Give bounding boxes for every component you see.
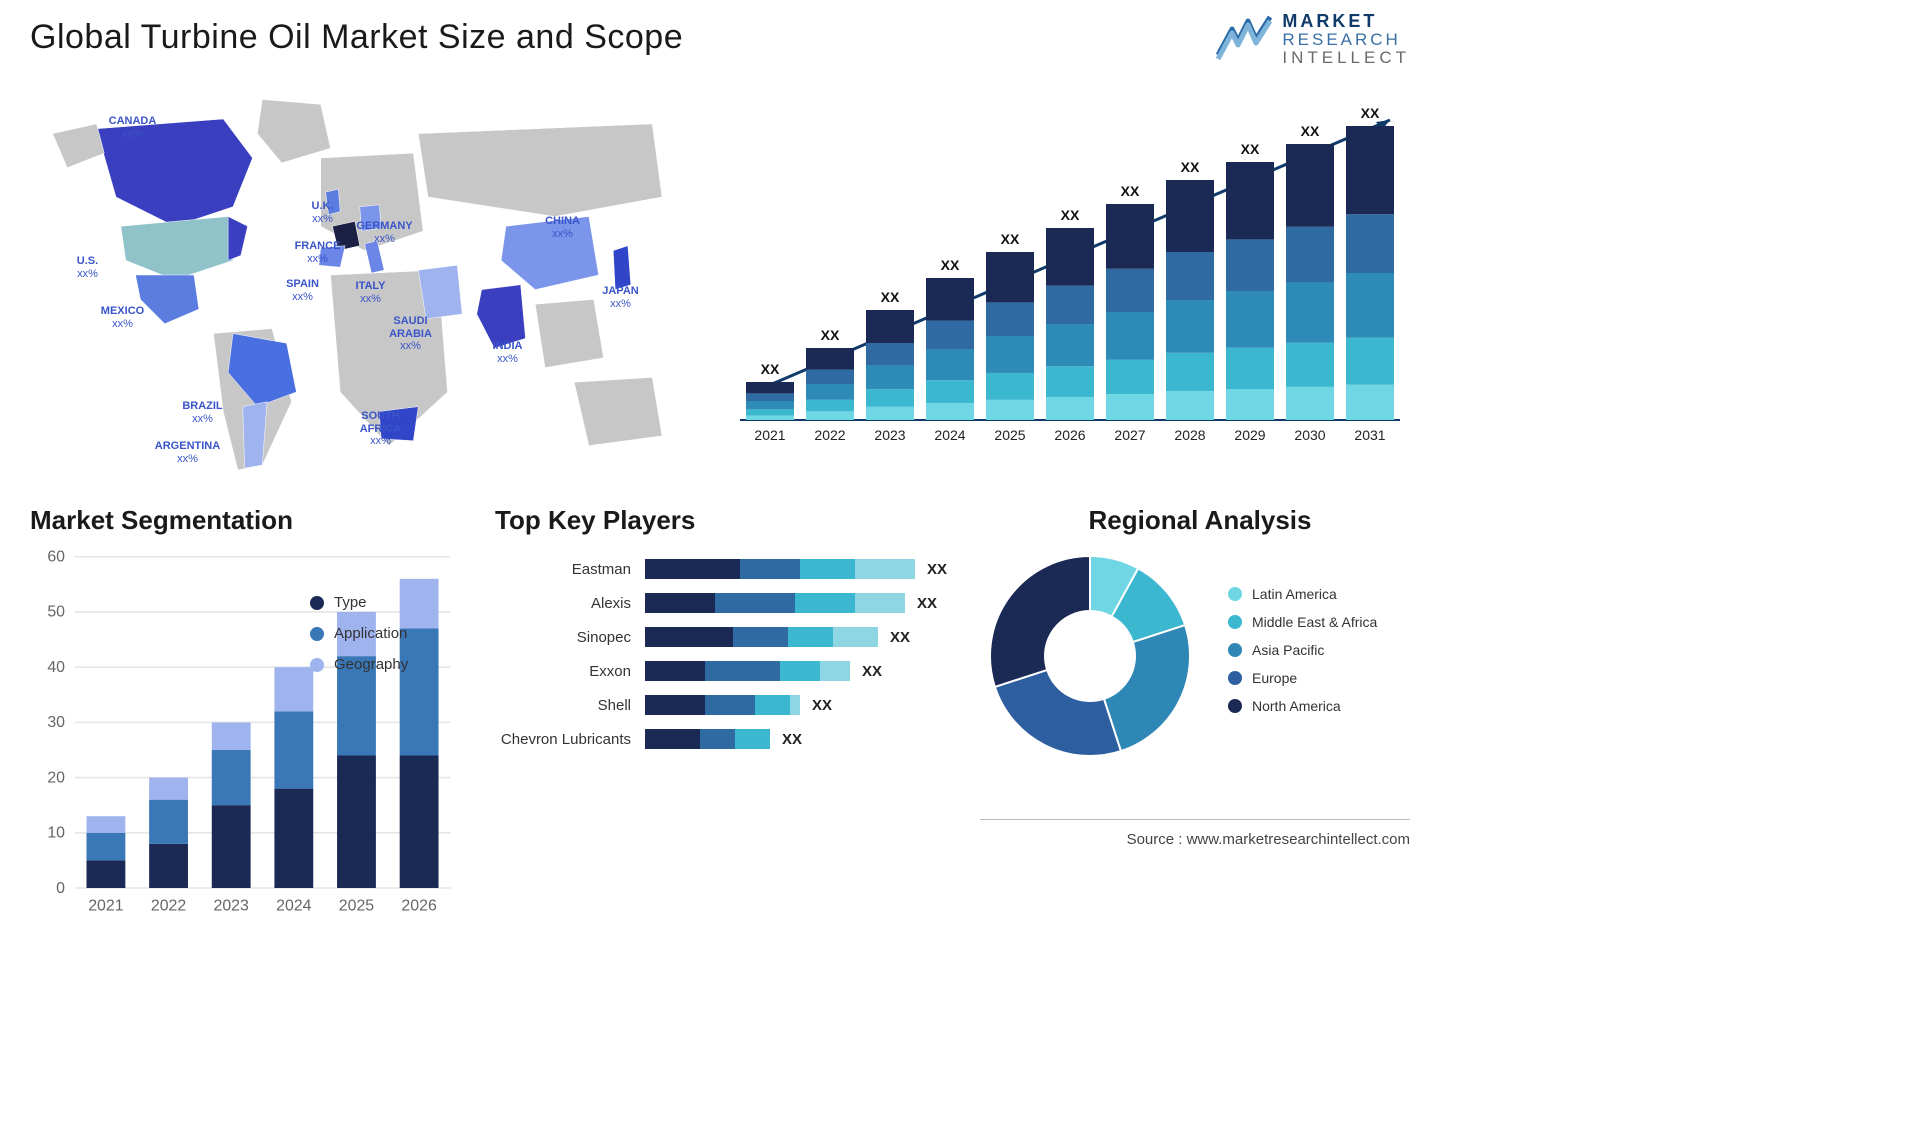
legend-item: North America	[1228, 698, 1377, 714]
player-name: Exxon	[495, 663, 645, 680]
svg-text:XX: XX	[1181, 159, 1200, 175]
legend-item: Application	[310, 625, 408, 642]
player-name: Chevron Lubricants	[495, 731, 645, 748]
logo-swoosh-icon	[1216, 15, 1272, 63]
svg-text:XX: XX	[1121, 183, 1140, 199]
brand-logo: MARKET RESEARCH INTELLECT	[1216, 12, 1410, 67]
regional-donut-chart	[980, 546, 1200, 766]
svg-text:2024: 2024	[276, 897, 312, 914]
page-title: Global Turbine Oil Market Size and Scope	[30, 18, 683, 57]
players-title: Top Key Players	[495, 505, 955, 536]
segmentation-legend: Type Application Geography	[310, 594, 408, 687]
svg-text:XX: XX	[881, 289, 900, 305]
player-name: Eastman	[495, 561, 645, 578]
player-name: Sinopec	[495, 629, 645, 646]
player-row: Eastman XX	[495, 554, 955, 584]
player-bar	[645, 559, 915, 579]
legend-item: Asia Pacific	[1228, 642, 1377, 658]
svg-text:2028: 2028	[1174, 427, 1205, 443]
svg-text:XX: XX	[1241, 141, 1260, 157]
player-value: XX	[782, 731, 802, 748]
legend-item: Middle East & Africa	[1228, 614, 1377, 630]
legend-item: Europe	[1228, 670, 1377, 686]
logo-text-3: INTELLECT	[1282, 49, 1410, 67]
svg-text:2025: 2025	[994, 427, 1025, 443]
svg-text:XX: XX	[1301, 123, 1320, 139]
svg-text:XX: XX	[1061, 207, 1080, 223]
svg-text:30: 30	[47, 714, 65, 731]
player-name: Alexis	[495, 595, 645, 612]
logo-text-2: RESEARCH	[1282, 31, 1410, 49]
svg-text:XX: XX	[821, 327, 840, 343]
segmentation-section: Market Segmentation 01020304050602021202…	[30, 505, 460, 794]
player-value: XX	[927, 561, 947, 578]
svg-text:2031: 2031	[1354, 427, 1385, 443]
growth-bar-chart: XX 2021 XX 2022 XX 2023 XX 2024 XX 2025 XX 2026 XX 20…	[730, 90, 1410, 455]
player-value: XX	[812, 697, 832, 714]
svg-text:2026: 2026	[1054, 427, 1085, 443]
legend-item: Geography	[310, 656, 408, 673]
svg-text:2023: 2023	[874, 427, 905, 443]
svg-text:2029: 2029	[1234, 427, 1265, 443]
svg-text:XX: XX	[1001, 231, 1020, 247]
svg-text:XX: XX	[761, 361, 780, 377]
regional-legend: Latin America Middle East & Africa Asia Pa…	[1228, 586, 1377, 726]
player-bar	[645, 661, 850, 681]
svg-text:60: 60	[47, 549, 65, 566]
svg-text:50: 50	[47, 604, 65, 621]
regional-title: Regional Analysis	[980, 505, 1420, 536]
svg-text:2023: 2023	[213, 897, 249, 914]
svg-text:2025: 2025	[339, 897, 375, 914]
svg-text:2022: 2022	[151, 897, 187, 914]
segmentation-title: Market Segmentation	[30, 505, 460, 536]
player-bar	[645, 729, 770, 749]
player-row: Alexis XX	[495, 588, 955, 618]
legend-item: Type	[310, 594, 408, 611]
player-bar	[645, 695, 800, 715]
svg-text:2021: 2021	[88, 897, 124, 914]
player-value: XX	[862, 663, 882, 680]
svg-text:XX: XX	[1361, 105, 1380, 121]
player-bar	[645, 593, 905, 613]
svg-text:2026: 2026	[401, 897, 437, 914]
players-bar-chart: Eastman XX Alexis XX Sinopec XX Exxon XX Shell XX…	[495, 554, 955, 754]
svg-text:2030: 2030	[1294, 427, 1325, 443]
player-bar	[645, 627, 878, 647]
svg-text:2021: 2021	[754, 427, 785, 443]
svg-text:40: 40	[47, 659, 65, 676]
players-section: Top Key Players EastmanXXAlexisXXSinopec…	[495, 505, 955, 758]
source-line: Source : www.marketresearchintellect.com	[1127, 831, 1410, 848]
player-value: XX	[890, 629, 910, 646]
player-row: Sinopec XX	[495, 622, 955, 652]
svg-text:2022: 2022	[814, 427, 845, 443]
logo-text-1: MARKET	[1282, 12, 1410, 31]
player-row: Shell XX	[495, 690, 955, 720]
svg-text:XX: XX	[941, 257, 960, 273]
svg-text:2024: 2024	[934, 427, 965, 443]
footer-divider	[980, 819, 1410, 820]
svg-text:0: 0	[56, 880, 65, 897]
player-value: XX	[917, 595, 937, 612]
player-row: Exxon XX	[495, 656, 955, 686]
svg-text:2027: 2027	[1114, 427, 1145, 443]
svg-text:10: 10	[47, 825, 65, 842]
regional-section: Regional Analysis Latin America Middle Ea…	[980, 505, 1420, 766]
svg-text:20: 20	[47, 769, 65, 786]
world-map: CANADAxx%U.S.xx%MEXICOxx%BRAZILxx%ARGENT…	[20, 80, 680, 470]
player-row: Chevron Lubricants XX	[495, 724, 955, 754]
player-name: Shell	[495, 697, 645, 714]
legend-item: Latin America	[1228, 586, 1377, 602]
